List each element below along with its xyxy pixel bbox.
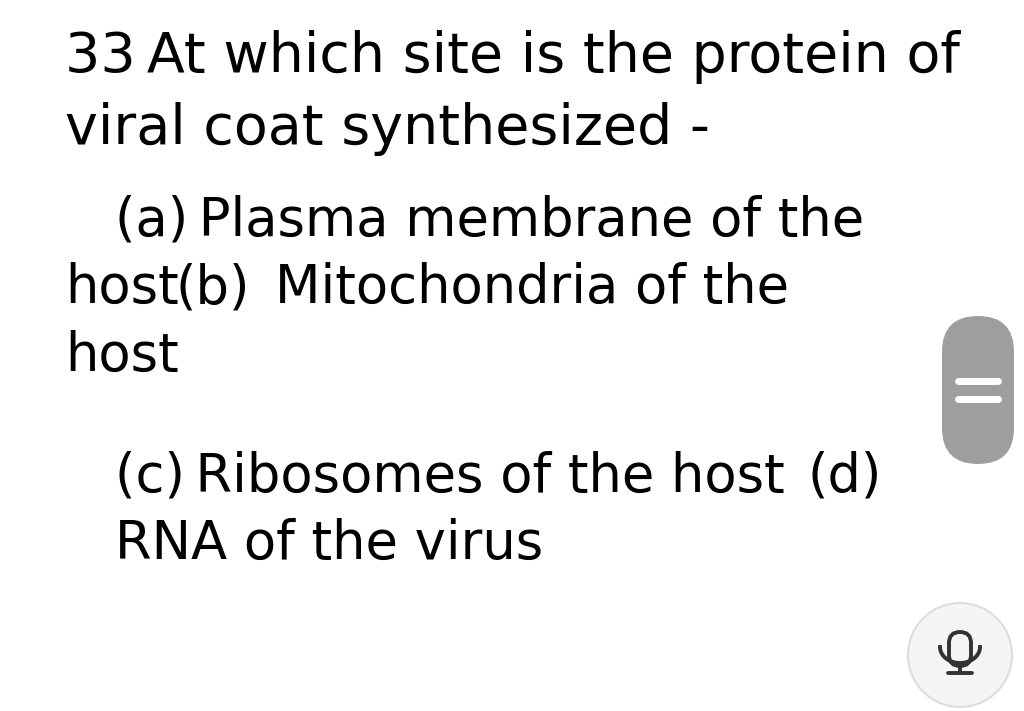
Text: host: host <box>65 262 179 314</box>
Text: viral coat synthesized -: viral coat synthesized - <box>65 102 710 156</box>
Text: RNA of the virus: RNA of the virus <box>115 518 544 570</box>
Text: (d): (d) <box>808 450 883 502</box>
Text: (b): (b) <box>175 262 250 314</box>
FancyBboxPatch shape <box>942 316 1014 464</box>
Text: (a) Plasma membrane of the: (a) Plasma membrane of the <box>115 195 864 247</box>
Circle shape <box>908 603 1012 707</box>
Text: Mitochondria of the: Mitochondria of the <box>275 262 790 314</box>
Text: host: host <box>65 330 179 382</box>
Text: (c) Ribosomes of the host: (c) Ribosomes of the host <box>115 450 784 502</box>
Text: 33 At which site is the protein of: 33 At which site is the protein of <box>65 30 959 84</box>
